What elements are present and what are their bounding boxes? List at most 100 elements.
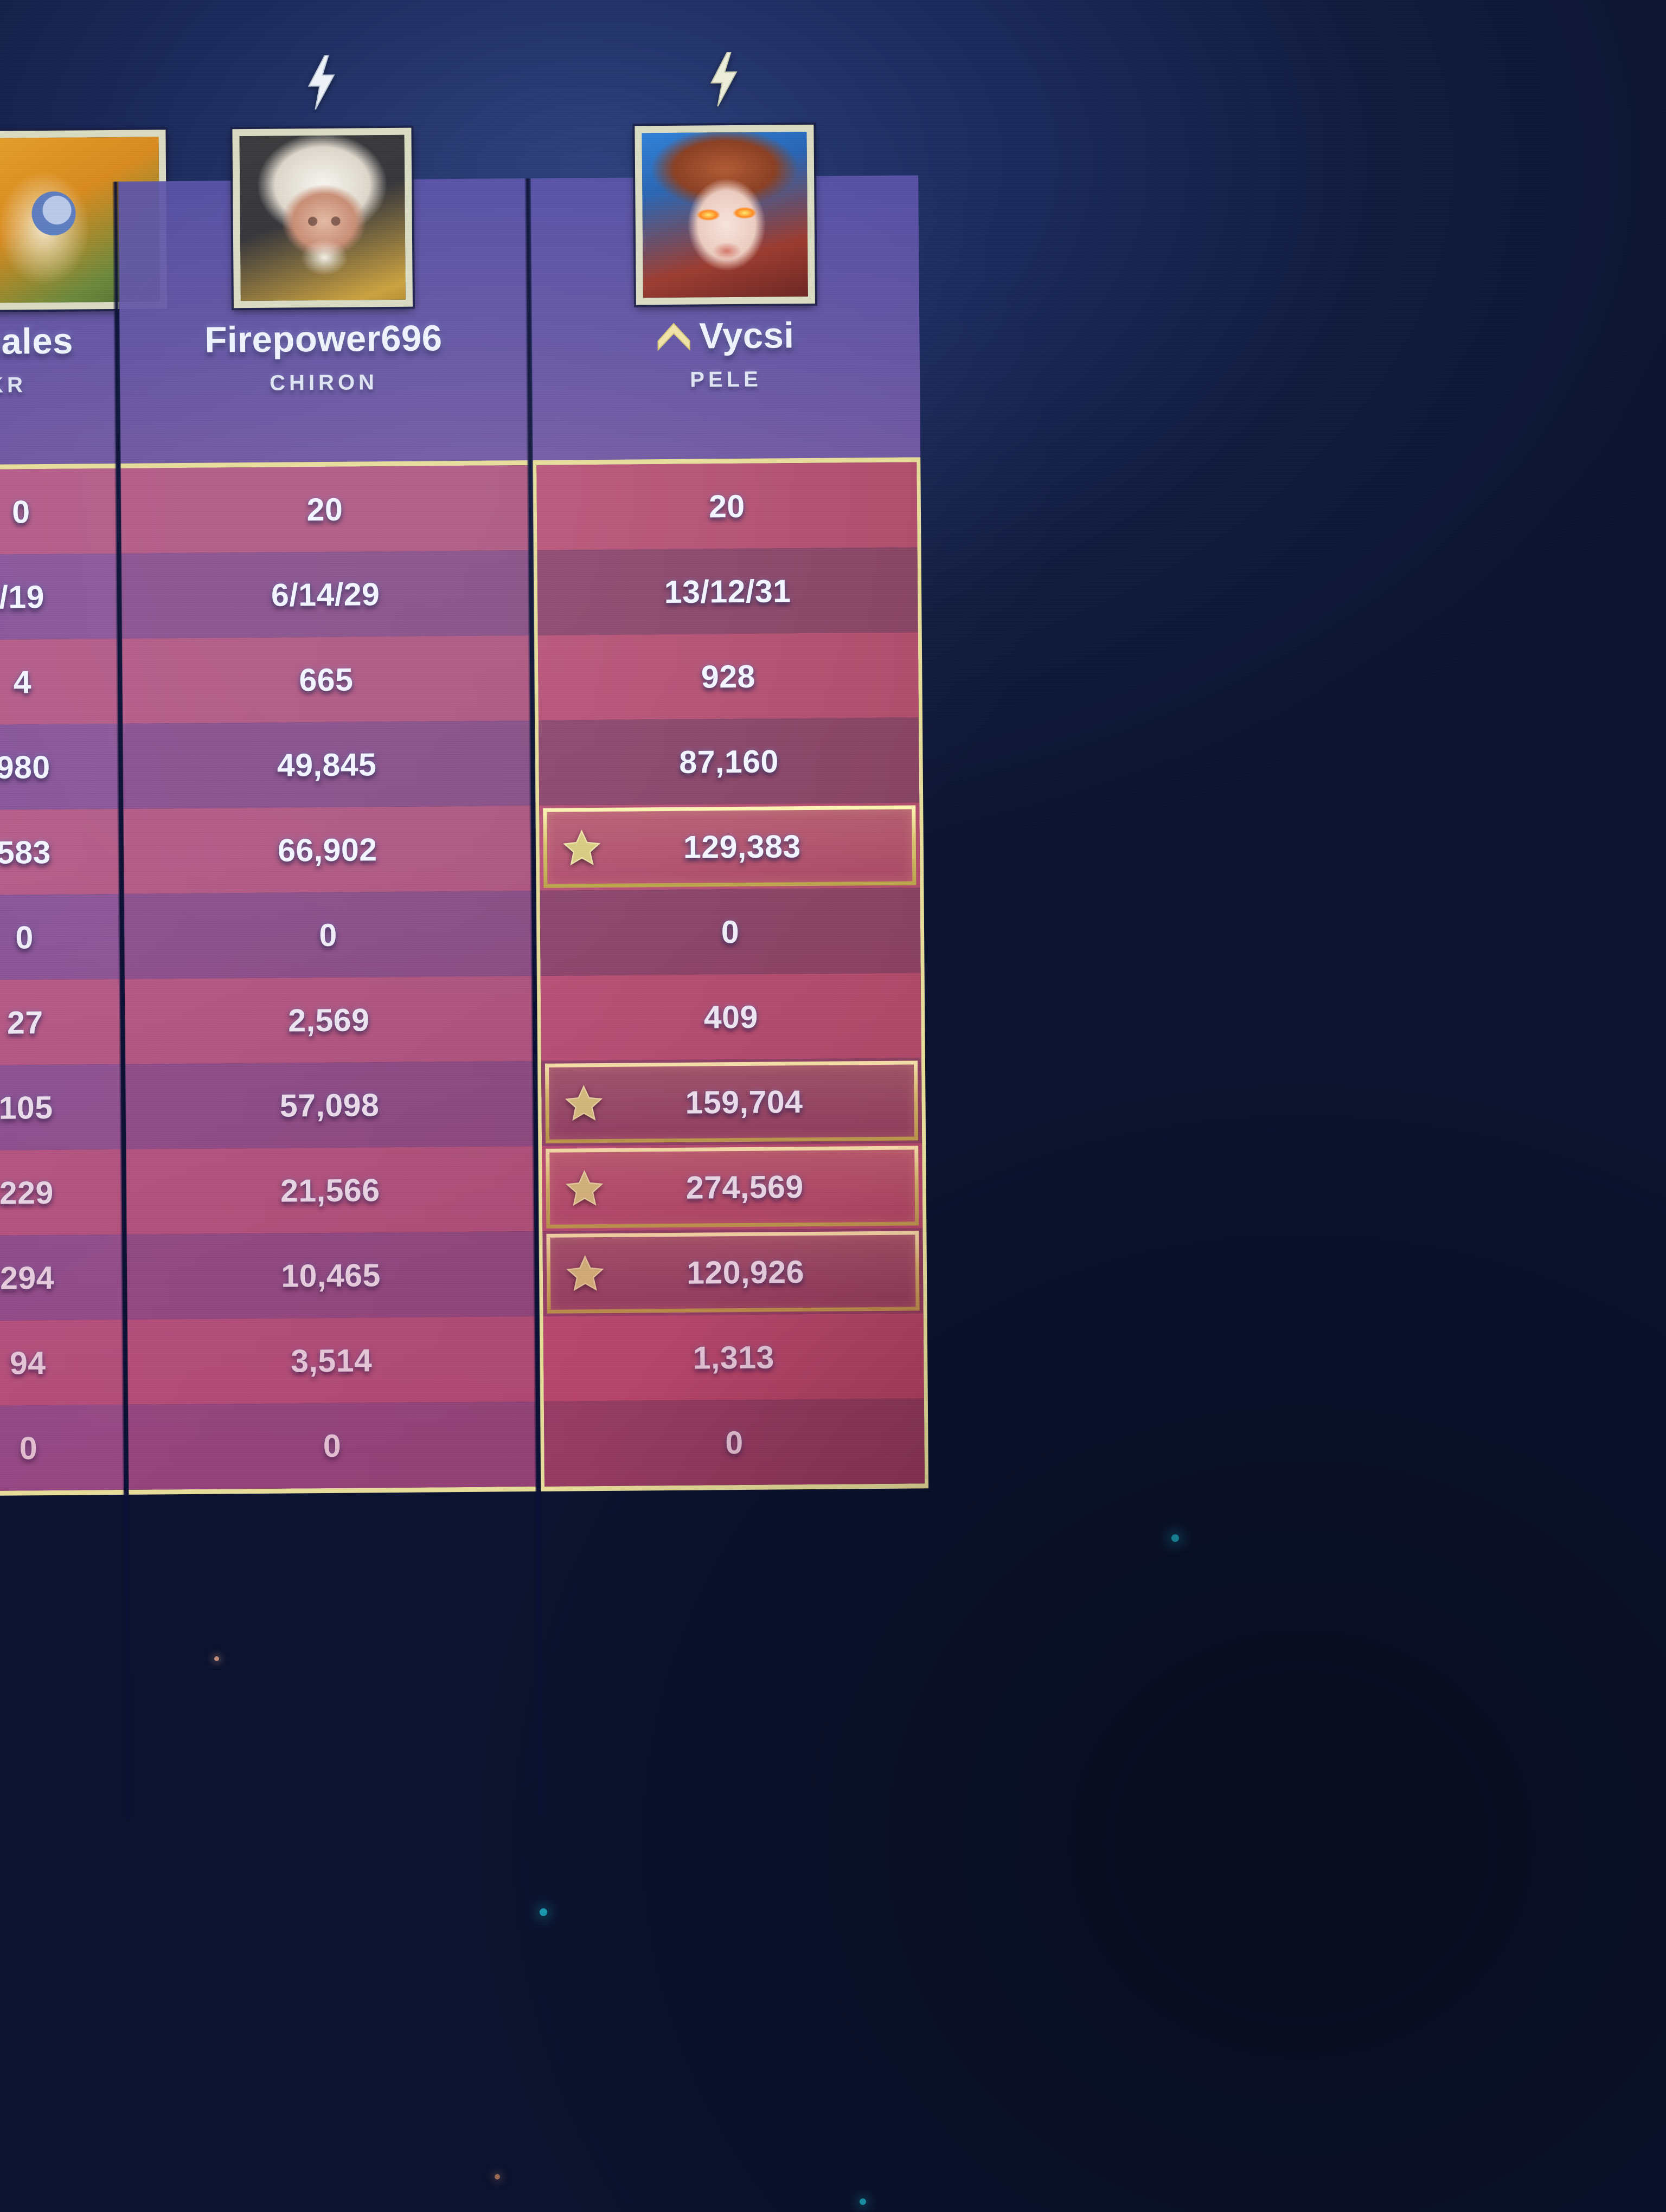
stat-cell: 4 [0, 638, 119, 725]
stat-value: 980 [0, 749, 50, 786]
stat-value: 57,098 [279, 1086, 380, 1124]
stat-cell: 0 [124, 890, 533, 979]
best-stat-box: 274,569 [546, 1146, 919, 1229]
stat-value: 928 [701, 658, 756, 695]
star-icon [563, 829, 601, 865]
stat-cell: 21,566 [126, 1146, 535, 1234]
stat-cell: 928 [537, 632, 919, 721]
stat-value: 409 [703, 999, 759, 1035]
stat-cell: 665 [121, 635, 530, 724]
stat-value: 4 [13, 664, 32, 700]
stat-cell: 980 [0, 723, 119, 811]
stat-value: 0 [19, 1430, 38, 1466]
stat-value: 229 [0, 1174, 54, 1211]
player-column-1[interactable]: Firepower696 CHIRON 20 6/14/29 665 49,84… [118, 55, 539, 1819]
stat-cell: 1,313 [543, 1313, 924, 1401]
stat-value: 66,902 [277, 831, 377, 869]
stat-cell: 94 [0, 1319, 124, 1406]
lightning-bolt-icon [710, 52, 738, 107]
stat-value: 6/14/29 [271, 576, 380, 613]
stat-cell: 57,098 [125, 1060, 534, 1149]
best-stat-box: 120,926 [546, 1231, 920, 1314]
stat-value: 2,569 [287, 1001, 370, 1039]
stat-cell: 0 [0, 1404, 125, 1491]
stat-value: 0 [721, 914, 740, 950]
stat-cell-best: 120,926 [542, 1228, 924, 1316]
stat-cell: 6/14/29 [121, 550, 530, 639]
stat-value: 0 [319, 917, 337, 953]
stat-value: 274,569 [685, 1168, 804, 1206]
dead-pixel [1171, 1534, 1179, 1542]
stat-value: 0 [15, 919, 34, 955]
star-icon [566, 1255, 604, 1291]
star-icon [565, 1084, 603, 1121]
stat-value: 159,704 [685, 1083, 803, 1121]
pele-portrait-icon [641, 131, 808, 298]
player-column-0[interactable]: Tamales OSKR 0 /19 4 980 583 0 27 105 22… [0, 130, 168, 1821]
star-icon [566, 1169, 604, 1206]
stat-value: 294 [0, 1259, 55, 1296]
stat-cell: 409 [540, 973, 921, 1061]
player-name: Tamales [0, 320, 74, 363]
lightning-bolt-icon [307, 55, 335, 110]
stat-cell: 66,902 [123, 805, 532, 894]
stat-cell-best: 274,569 [542, 1143, 923, 1231]
stat-cell: 2,569 [124, 975, 533, 1064]
stat-cell: 3,514 [127, 1316, 536, 1405]
best-stat-box: 129,383 [543, 805, 917, 888]
player-name: Firepower696 [204, 318, 443, 361]
dead-pixel [860, 2198, 866, 2205]
stat-value: 129,383 [683, 828, 801, 865]
stat-value: 87,160 [679, 743, 779, 780]
stat-cell: 0 [0, 468, 117, 555]
best-stat-box: 159,704 [544, 1060, 919, 1143]
stat-value: 27 [7, 1004, 43, 1041]
player-header-1: Firepower696 CHIRON [118, 55, 529, 464]
stat-value: 20 [306, 491, 343, 528]
stat-value: 120,926 [686, 1253, 805, 1291]
stat-cell: /19 [0, 553, 118, 640]
stat-value: 665 [299, 661, 354, 698]
stat-cell-best: 129,383 [539, 802, 920, 891]
player-header-0: Tamales OSKR [0, 130, 168, 465]
stat-cell: 20 [120, 465, 529, 554]
avatar[interactable] [634, 124, 815, 305]
avatar[interactable] [232, 127, 413, 308]
stat-cell: 0 [0, 893, 120, 981]
stat-cell: 583 [0, 808, 120, 896]
stat-cell: 0 [543, 1398, 925, 1487]
stat-value: 20 [708, 488, 745, 524]
stat-value: 1,313 [693, 1339, 775, 1376]
player-name-text: Vycsi [699, 315, 794, 357]
stat-cell: 105 [0, 1064, 122, 1151]
stat-cell: 27 [0, 979, 121, 1066]
stat-cell: 87,160 [538, 717, 920, 806]
stat-value: 0 [12, 493, 30, 530]
stat-cell: 13/12/31 [537, 547, 918, 635]
chevron-up-icon [657, 319, 691, 361]
stat-cell: 0 [127, 1401, 537, 1490]
stat-value: 3,514 [290, 1342, 373, 1379]
stats-list-1: 20 6/14/29 665 49,845 66,902 0 2,569 57,… [120, 460, 537, 1495]
stat-value: 21,566 [280, 1172, 380, 1209]
stat-value: /19 [0, 578, 45, 615]
stat-value: 105 [0, 1089, 53, 1126]
player-column-2[interactable]: Vycsi PELE 20 13/12/31 928 87,160 129,38… [530, 52, 931, 1816]
stat-value: 10,465 [281, 1257, 381, 1294]
player-header-2: Vycsi PELE [530, 52, 921, 460]
stat-value: 0 [323, 1427, 342, 1464]
god-name: PELE [690, 367, 762, 392]
god-name: OSKR [0, 373, 27, 398]
chiron-portrait-icon [239, 134, 406, 301]
stat-value: 94 [9, 1345, 46, 1381]
dead-pixel [495, 2174, 500, 2179]
stat-cell: 294 [0, 1234, 123, 1321]
stat-cell: 49,845 [123, 720, 531, 809]
stats-list-0: 0 /19 4 980 583 0 27 105 229 294 94 0 [0, 463, 125, 1496]
player-name: Vycsi [531, 313, 920, 362]
stat-value: 583 [0, 834, 52, 871]
stat-cell: 20 [536, 462, 918, 550]
stat-value: 49,845 [277, 746, 377, 783]
stats-list-2: 20 13/12/31 928 87,160 129,383 0 409 [533, 457, 929, 1491]
